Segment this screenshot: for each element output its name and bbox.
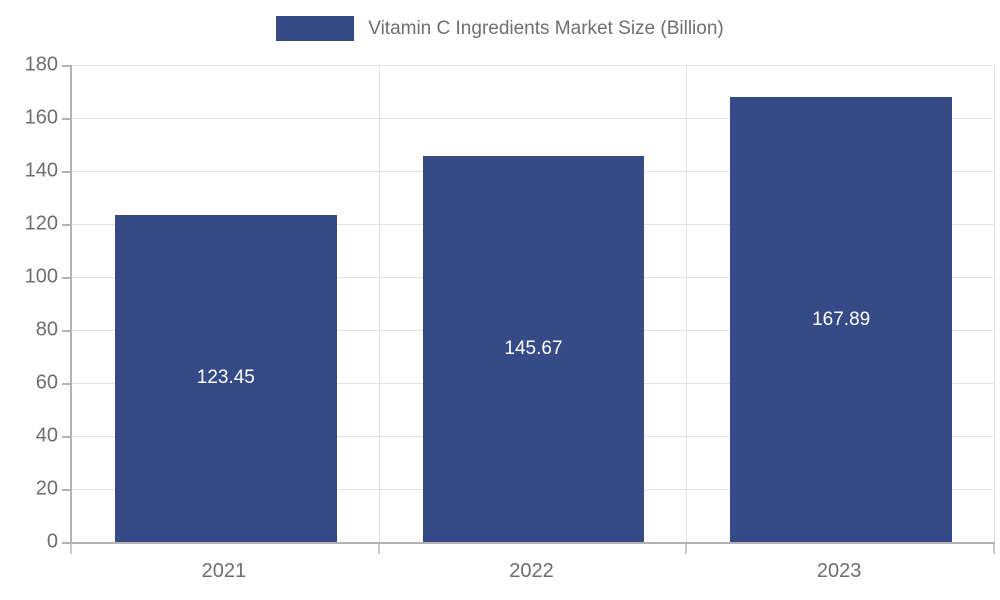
gridline-v (686, 65, 688, 542)
y-tick-label: 100 (24, 265, 58, 288)
x-axis-tick (993, 544, 995, 554)
y-axis-tick (62, 277, 70, 279)
legend-label: Vitamin C Ingredients Market Size (Billi… (368, 17, 724, 39)
y-tick-label: 160 (24, 106, 58, 129)
plot-area: 123.45 145.67 167.89 (70, 65, 995, 544)
x-tick-label: 2022 (509, 560, 554, 582)
bar[interactable]: 123.45 (115, 214, 337, 542)
y-axis-tick (62, 171, 70, 173)
y-tick-label: 120 (24, 212, 58, 235)
y-tick-label: 0 (46, 530, 58, 553)
y-axis-tick (62, 330, 70, 332)
y-axis-tick (62, 489, 70, 491)
x-tick-label: 2023 (816, 560, 862, 582)
y-tick-label: 180 (24, 53, 58, 76)
gridline-v (378, 65, 380, 542)
gridline-h (72, 118, 995, 119)
bar[interactable]: 167.89 (730, 97, 952, 542)
y-axis-tick (62, 542, 70, 544)
y-axis-tick (62, 118, 70, 120)
x-tick-label: 2021 (201, 560, 247, 582)
y-axis-tick (62, 65, 70, 67)
bar-value-label: 123.45 (196, 367, 255, 389)
y-tick-label: 40 (35, 424, 58, 447)
bar[interactable]: 145.67 (422, 155, 645, 542)
y-tick-label: 60 (35, 371, 58, 394)
y-tick-label: 140 (24, 159, 58, 182)
y-axis-tick (62, 436, 70, 438)
x-axis-tick (377, 544, 380, 554)
y-axis-tick (62, 383, 70, 385)
y-tick-label: 80 (35, 318, 58, 341)
gridline-v (994, 65, 995, 542)
y-tick-label: 20 (35, 477, 58, 500)
bar-value-label: 167.89 (812, 308, 871, 330)
legend-swatch (276, 16, 355, 41)
gridline-h (72, 65, 995, 66)
x-axis-tick (685, 544, 688, 554)
legend[interactable]: Vitamin C Ingredients Market Size (Billi… (0, 16, 1000, 41)
y-axis-tick (62, 224, 70, 226)
bar-value-label: 145.67 (504, 337, 563, 359)
x-axis-tick (70, 544, 72, 554)
